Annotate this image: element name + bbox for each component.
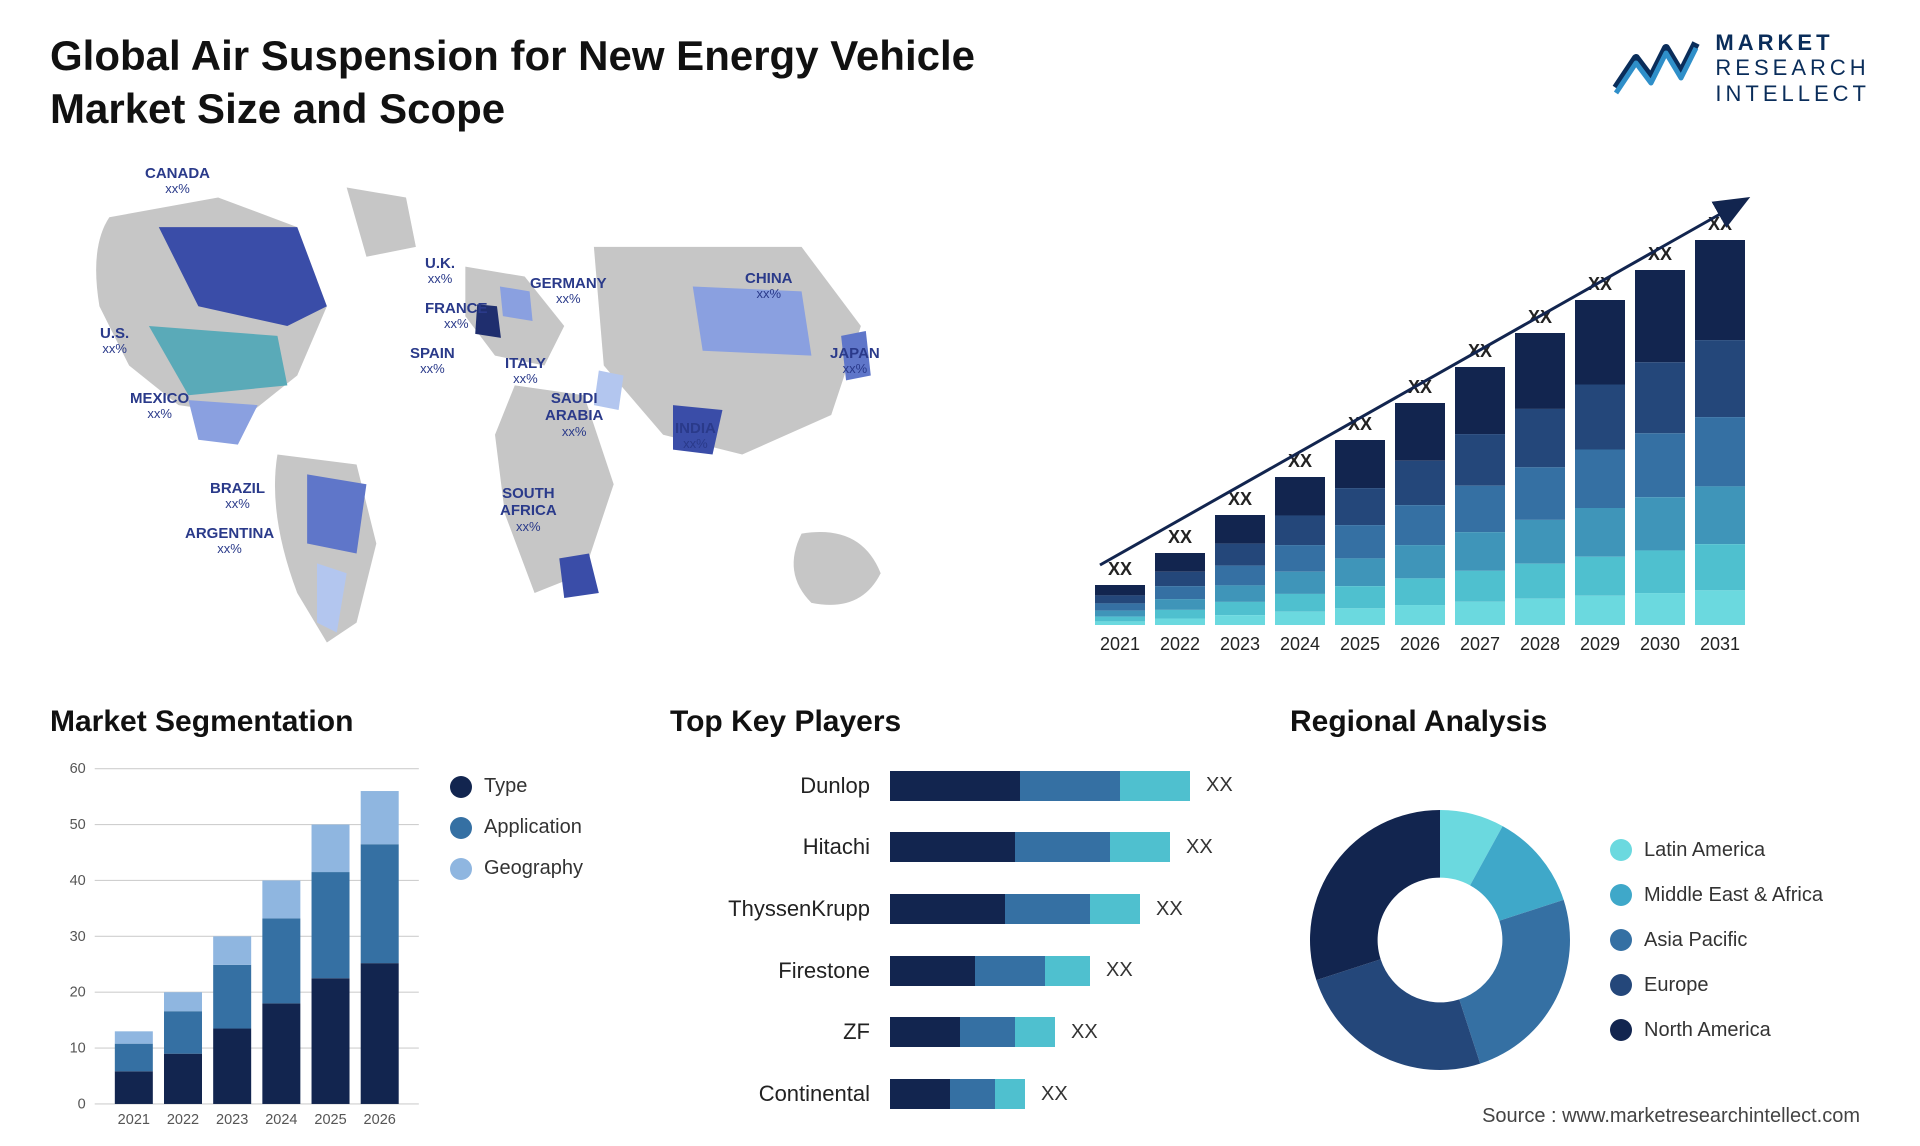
player-value: XX	[1206, 774, 1233, 797]
logo-icon	[1611, 33, 1701, 103]
logo-line2: RESEARCH	[1715, 55, 1870, 80]
legend-item: Type	[450, 775, 630, 798]
svg-text:2021: 2021	[1100, 634, 1140, 654]
segmentation-title: Market Segmentation	[50, 705, 630, 739]
map-label: INDIAxx%	[675, 420, 716, 452]
svg-text:2025: 2025	[1340, 634, 1380, 654]
map-label: MEXICOxx%	[130, 390, 189, 422]
legend-item: Europe	[1610, 974, 1870, 997]
regional-donut	[1290, 790, 1590, 1090]
logo-line1: MARKET	[1715, 30, 1870, 55]
map-label: U.K.xx%	[425, 255, 455, 287]
segmentation-chart: 0 10 20 30 40 50 60 2021 2022 2023 2024 2025 2026	[50, 755, 430, 1140]
map-label: SOUTHAFRICAxx%	[500, 485, 557, 534]
legend-item: Middle East & Africa	[1610, 884, 1870, 907]
map-region-mexico	[188, 400, 257, 444]
map-label: ITALYxx%	[505, 355, 546, 387]
svg-text:XX: XX	[1108, 559, 1132, 579]
player-bar-row: XX	[890, 771, 1250, 801]
map-label: ARGENTINAxx%	[185, 525, 274, 557]
svg-text:XX: XX	[1168, 527, 1192, 547]
legend-item: Geography	[450, 857, 630, 880]
player-label: Continental	[670, 1081, 870, 1107]
svg-text:XX: XX	[1288, 451, 1312, 471]
svg-text:2024: 2024	[1280, 634, 1320, 654]
player-label: ZF	[670, 1019, 870, 1045]
segmentation-panel: Market Segmentation 0 10 20 30 40 50 60 2021 202…	[50, 705, 630, 1125]
source-attribution: Source : www.marketresearchintellect.com	[1482, 1105, 1860, 1128]
regional-title: Regional Analysis	[1290, 705, 1870, 739]
player-bar-row: XX	[890, 832, 1250, 862]
svg-text:2024: 2024	[265, 1112, 297, 1128]
player-bar-row: XX	[890, 956, 1250, 986]
map-label: U.S.xx%	[100, 325, 129, 357]
map-label: CANADAxx%	[145, 165, 210, 197]
svg-text:2029: 2029	[1580, 634, 1620, 654]
svg-text:2023: 2023	[216, 1112, 248, 1128]
map-region-southafrica	[559, 553, 599, 598]
legend-item: Latin America	[1610, 839, 1870, 862]
svg-text:XX: XX	[1708, 214, 1732, 234]
svg-text:2022: 2022	[167, 1112, 199, 1128]
svg-text:2023: 2023	[1220, 634, 1260, 654]
svg-text:30: 30	[70, 929, 86, 945]
key-players-title: Top Key Players	[670, 705, 1250, 739]
regional-legend: Latin America Middle East & Africa Asia Pa…	[1610, 839, 1870, 1042]
player-label: Dunlop	[670, 773, 870, 799]
regional-panel: Regional Analysis Latin America Middle Ea…	[1290, 705, 1870, 1125]
logo-line3: INTELLECT	[1715, 81, 1870, 106]
svg-text:2031: 2031	[1700, 634, 1740, 654]
player-bar-row: XX	[890, 1017, 1250, 1047]
map-region-brazil	[307, 474, 366, 553]
player-value: XX	[1041, 1083, 1068, 1106]
map-label: CHINAxx%	[745, 270, 793, 302]
map-label: BRAZILxx%	[210, 480, 265, 512]
map-label: GERMANYxx%	[530, 275, 607, 307]
svg-text:60: 60	[70, 761, 86, 777]
svg-text:2025: 2025	[314, 1112, 346, 1128]
svg-text:2026: 2026	[1400, 634, 1440, 654]
svg-text:20: 20	[70, 985, 86, 1001]
svg-text:2027: 2027	[1460, 634, 1500, 654]
legend-item: North America	[1610, 1019, 1870, 1042]
player-bar-row: XX	[890, 1079, 1250, 1109]
svg-text:2028: 2028	[1520, 634, 1560, 654]
map-region-germany	[500, 286, 533, 321]
player-label: Firestone	[670, 958, 870, 984]
player-label: ThyssenKrupp	[670, 896, 870, 922]
svg-text:2021: 2021	[118, 1112, 150, 1128]
map-label: FRANCExx%	[425, 300, 488, 332]
segmentation-legend: Type Application Geography	[450, 755, 630, 1140]
player-value: XX	[1106, 959, 1133, 982]
svg-text:2030: 2030	[1640, 634, 1680, 654]
player-value: XX	[1071, 1021, 1098, 1044]
svg-text:50: 50	[70, 817, 86, 833]
brand-logo: MARKET RESEARCH INTELLECT	[1611, 30, 1870, 106]
players-labels: Dunlop Hitachi ThyssenKrupp Firestone ZF Cont…	[670, 755, 870, 1125]
legend-item: Asia Pacific	[1610, 929, 1870, 952]
svg-text:0: 0	[78, 1096, 86, 1112]
world-map-panel: CANADAxx% U.S.xx% MEXICOxx% BRAZILxx% ARGENT…	[50, 155, 940, 675]
svg-text:40: 40	[70, 873, 86, 889]
players-bars: XX XX XX XX XX XX	[890, 755, 1250, 1125]
svg-text:10: 10	[70, 1041, 86, 1057]
player-value: XX	[1186, 836, 1213, 859]
player-value: XX	[1156, 898, 1183, 921]
map-label: SAUDIARABIAxx%	[545, 390, 603, 439]
svg-text:2026: 2026	[364, 1112, 396, 1128]
legend-item: Application	[450, 816, 630, 839]
player-label: Hitachi	[670, 834, 870, 860]
svg-text:2022: 2022	[1160, 634, 1200, 654]
map-label: JAPANxx%	[830, 345, 880, 377]
page-title: Global Air Suspension for New Energy Veh…	[50, 30, 1050, 135]
map-label: SPAINxx%	[410, 345, 455, 377]
key-players-panel: Top Key Players Dunlop Hitachi ThyssenKrup…	[670, 705, 1250, 1125]
player-bar-row: XX	[890, 894, 1250, 924]
growth-chart: XX2021XX2022XX2023XX2024XX2025XX2026XX20…	[980, 155, 1870, 675]
